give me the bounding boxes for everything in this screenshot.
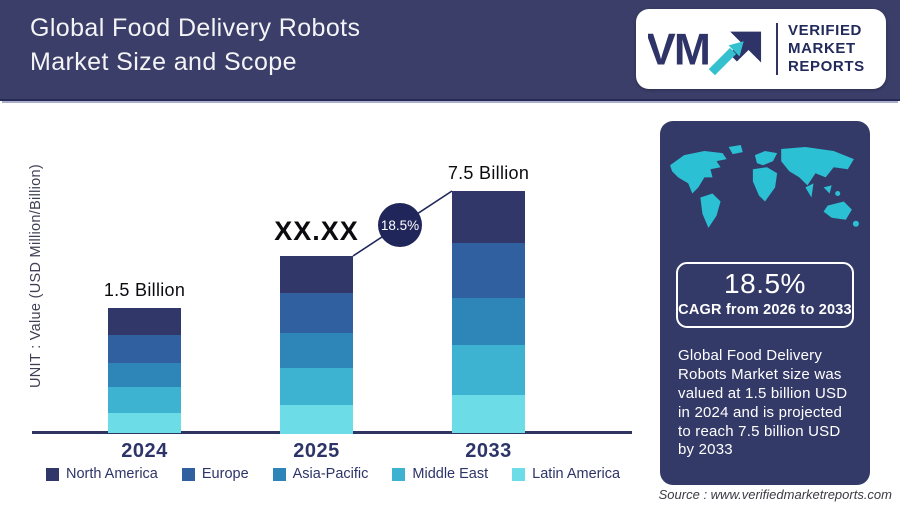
x-tick-2025: 2025 <box>293 440 340 462</box>
bar-value-label-2025: XX.XX <box>274 216 359 246</box>
legend-label: Middle East <box>412 466 489 482</box>
page-title: Global Food Delivery Robots Market Size … <box>30 12 360 79</box>
bar-value-label-2033: 7.5 Billion <box>447 163 530 183</box>
segment-asia-pacific <box>108 363 181 387</box>
cagr-value: 18.5% <box>724 268 806 299</box>
bar-2033 <box>452 191 525 433</box>
source-attribution: Source : www.verifiedmarketreports.com <box>658 487 892 502</box>
segment-latin-america <box>108 413 181 433</box>
legend-item-north-america: North America <box>46 466 158 482</box>
segment-north-america <box>452 191 525 243</box>
legend-label: North America <box>66 466 158 482</box>
callout-circle <box>378 203 422 247</box>
segment-europe <box>280 293 353 333</box>
legend-label: Latin America <box>532 466 621 482</box>
header: Global Food Delivery Robots Market Size … <box>0 0 900 101</box>
world-map-icon <box>670 144 859 228</box>
chart-area: UNIT : Value (USD Million/Billion) 18.5%… <box>28 163 632 482</box>
legend-swatch-icon <box>512 467 526 481</box>
segment-north-america <box>108 308 181 335</box>
logo-divider <box>776 23 778 75</box>
page-title-line1: Global Food Delivery Robots <box>30 14 361 42</box>
segment-latin-america <box>280 405 353 434</box>
bar-value-label-2024: 1.5 Billion <box>103 280 186 300</box>
legend: North America Europe Asia-Pacific Middle Ea… <box>46 466 620 482</box>
side-panel: 18.5% CAGR from 2026 to 2033 Global Food… <box>660 121 870 485</box>
legend-item-europe: Europe <box>181 466 249 482</box>
legend-item-latin-america: Latin America <box>512 466 620 482</box>
legend-swatch-icon <box>181 467 195 481</box>
callout-line <box>352 190 453 257</box>
segment-latin-america <box>452 395 525 433</box>
legend-label: Asia-Pacific <box>292 466 369 482</box>
vmr-logo: VM VERIFIED MARKET REPORTS <box>636 9 886 89</box>
logo-wordmark: VERIFIED MARKET REPORTS <box>788 22 865 76</box>
legend-swatch-icon <box>392 467 406 481</box>
cagr-box: 18.5% CAGR from 2026 to 2033 <box>676 262 854 328</box>
vmr-logo-mark-icon: VM <box>648 25 762 76</box>
y-axis-label: UNIT : Value (USD Million/Billion) <box>28 164 44 388</box>
segment-middle-east <box>452 345 525 395</box>
legend-item-middle-east: Middle East <box>392 466 488 482</box>
logo-word-verified: VERIFIED <box>788 22 862 39</box>
bar-2024 <box>108 308 181 433</box>
segment-europe <box>108 335 181 363</box>
cagr-caption: CAGR from 2026 to 2033 <box>678 301 852 318</box>
logo-word-market: MARKET <box>788 40 856 57</box>
legend-item-asia-pacific: Asia-Pacific <box>272 466 369 482</box>
x-tick-2033: 2033 <box>465 440 512 462</box>
page-title-line2: Market Size and Scope <box>30 47 297 76</box>
legend-label: Europe <box>201 466 249 482</box>
x-tick-2024: 2024 <box>121 440 168 462</box>
callout-value: 18.5% <box>381 218 419 233</box>
legend-swatch-icon <box>272 467 286 481</box>
segment-asia-pacific <box>280 333 353 368</box>
segment-middle-east <box>108 387 181 413</box>
segment-asia-pacific <box>452 298 525 345</box>
segment-europe <box>452 243 525 298</box>
segment-middle-east <box>280 368 353 405</box>
segment-north-america <box>280 256 353 293</box>
svg-text:VM: VM <box>648 25 709 74</box>
bar-2025 <box>280 256 353 434</box>
logo-word-reports: REPORTS <box>788 58 865 75</box>
market-description: Global Food Delivery Robots Market size … <box>678 347 848 459</box>
legend-swatch-icon <box>46 467 59 481</box>
